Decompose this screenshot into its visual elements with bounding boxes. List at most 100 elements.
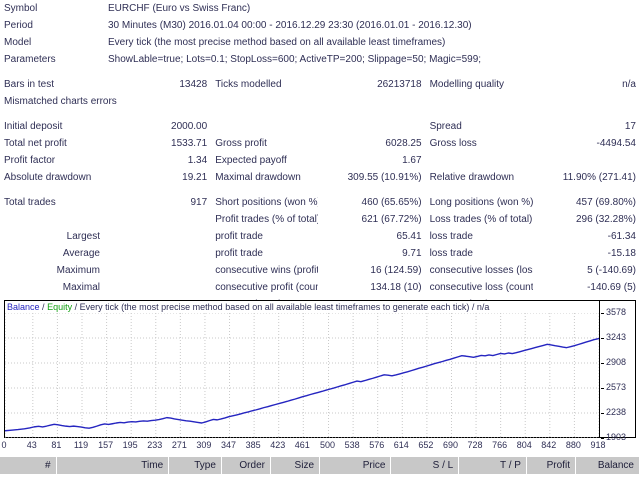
report-label: Profit factor <box>4 155 56 166</box>
graph-legend: Balance / Equity / Every tick (the most … <box>7 301 489 313</box>
deals-column-header[interactable]: Balance <box>575 457 640 474</box>
report-value: 2000.00 <box>171 121 208 132</box>
y-axis-tick-mark <box>601 388 604 389</box>
deals-column-header[interactable]: Time <box>56 457 170 474</box>
report-row: Average profit trade 9.71 loss trade -15.18 <box>0 245 640 262</box>
x-axis-tick-label: 271 <box>171 440 187 450</box>
report-value: 917 <box>190 197 208 208</box>
report-value-3: 5 (-140.69) <box>587 265 636 276</box>
report-value-3: 296 (32.28%) <box>575 214 636 225</box>
deals-column-header[interactable]: Price <box>320 457 392 474</box>
deals-column-header[interactable]: Profit <box>526 457 576 474</box>
x-axis-tick-label: 880 <box>565 440 581 450</box>
x-axis-tick-label: 0 <box>1 440 7 450</box>
report-label-2: profit trade <box>215 248 263 259</box>
report-label: Largest <box>66 231 100 242</box>
balance-equity-graph-panel[interactable]: Balance / Equity / Every tick (the most … <box>4 300 636 442</box>
report-value-2: 621 (67.72%) <box>361 214 422 225</box>
legend-model-description: Every tick (the most precise method base… <box>79 302 490 312</box>
report-label-3: loss trade <box>429 248 473 259</box>
deals-column-header[interactable]: S / L <box>391 457 460 474</box>
y-axis-tick-label: 3578 <box>606 307 627 317</box>
report-label: Maximal <box>62 282 100 293</box>
report-value-2: 26213718 <box>377 79 422 90</box>
x-axis-tick-label: 538 <box>344 440 360 450</box>
report-label-2: Gross profit <box>215 138 267 149</box>
report-row: Maximum consecutive wins (profit in money… <box>0 262 640 279</box>
x-axis-tick-label: 43 <box>26 440 37 450</box>
report-row: Profit trades (% of total) 621 (67.72%) Lo… <box>0 211 640 228</box>
report-stats-table: Symbol EURCHF (Euro vs Swiss Franc) Period… <box>0 0 640 310</box>
deals-column-header[interactable]: Size <box>270 457 320 474</box>
report-row: Profit factor 1.34 Expected payoff 1.67 <box>0 152 640 169</box>
report-row: Parameters ShowLable=true; Lots=0.1; Stop… <box>0 51 640 68</box>
report-label-3: Modelling quality <box>429 79 505 90</box>
report-row <box>0 68 640 76</box>
report-label: Parameters <box>4 54 56 65</box>
report-value-2: 134.18 (10) <box>370 282 422 293</box>
y-axis-tick-mark <box>601 438 604 439</box>
report-label-3: Loss trades (% of total) <box>429 214 533 225</box>
report-label-3: Long positions (won %) <box>429 197 533 208</box>
y-axis-tick-mark <box>601 363 604 364</box>
report-label-3: loss trade <box>429 231 473 242</box>
x-axis-tick-label: 766 <box>492 440 508 450</box>
report-value-2 <box>318 118 425 135</box>
report-value-2: 9.71 <box>402 248 422 259</box>
equity-curve-svg <box>5 313 599 438</box>
report-spacer <box>0 110 640 118</box>
report-label: Maximum <box>56 265 100 276</box>
legend-separator-2: / <box>74 302 78 312</box>
report-row: Largest profit trade 65.41 loss trade -61.34 <box>0 228 640 245</box>
report-label-2: Short positions (won %) <box>215 197 319 208</box>
report-row: Symbol EURCHF (Euro vs Swiss Franc) <box>0 0 640 17</box>
report-label-3: Relative drawdown <box>429 172 515 183</box>
report-value-3: -61.34 <box>607 231 636 242</box>
report-label-3: Spread <box>429 121 462 132</box>
deals-column-header[interactable]: Order <box>221 457 271 474</box>
report-value-3: -15.18 <box>607 248 636 259</box>
report-value-3 <box>533 152 640 169</box>
y-axis-tick-mark <box>601 338 604 339</box>
report-wide-value: EURCHF (Euro vs Swiss Franc) <box>108 3 251 14</box>
report-row: Period 30 Minutes (M30) 2016.01.04 00:00 … <box>0 17 640 34</box>
report-value-3: 457 (69.80%) <box>575 197 636 208</box>
report-label-3: consecutive loss (count of losses) <box>429 282 533 293</box>
x-axis-tick-label: 804 <box>516 440 532 450</box>
report-row: Maximal consecutive profit (count of wins… <box>0 279 640 296</box>
report-label: Total net profit <box>4 138 67 149</box>
y-axis-tick-label: 1903 <box>606 432 627 442</box>
report-label: Total trades <box>4 197 56 208</box>
report-label: Model <box>4 37 32 48</box>
legend-equity-label[interactable]: Equity <box>47 302 73 312</box>
x-axis-tick-label: 652 <box>418 440 434 450</box>
deals-column-header[interactable]: T / P <box>459 457 527 474</box>
report-label: Symbol <box>4 3 38 14</box>
report-row: Initial deposit 2000.00 Spread 17 <box>0 118 640 135</box>
report-label: Period <box>4 20 33 31</box>
report-value <box>104 279 211 296</box>
report-row: Total trades 917 Short positions (won %) 46… <box>0 194 640 211</box>
x-axis-tick-label: 842 <box>541 440 557 450</box>
y-axis-line <box>599 301 600 438</box>
report-value-2: 16 (124.59) <box>370 265 422 276</box>
report-value-2: 65.41 <box>396 231 422 242</box>
report-label-2: Profit trades (% of total) <box>215 214 319 225</box>
deals-column-header[interactable]: # <box>0 457 57 474</box>
x-axis-tick-label: 500 <box>320 440 336 450</box>
y-axis-tick-mark <box>601 313 604 314</box>
report-value-2: 460 (65.65%) <box>361 197 422 208</box>
y-axis-tick-label: 2908 <box>606 357 627 367</box>
x-axis-tick-label: 309 <box>196 440 212 450</box>
x-axis-tick-label: 81 <box>51 440 62 450</box>
report-label-2: Expected payoff <box>215 155 287 166</box>
report-value-2: 309.55 (10.91%) <box>347 172 422 183</box>
deals-column-header[interactable]: Type <box>169 457 222 474</box>
report-row <box>0 110 640 118</box>
y-axis-tick-label: 2238 <box>606 407 627 417</box>
legend-balance-label[interactable]: Balance <box>7 302 40 312</box>
report-label: Average <box>62 248 100 259</box>
report-label-2: profit trade <box>215 231 263 242</box>
x-axis-tick-label: 728 <box>467 440 483 450</box>
